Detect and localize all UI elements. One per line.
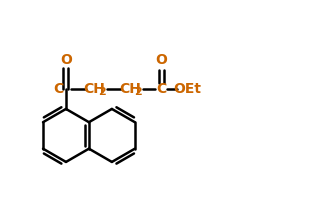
- Text: 2: 2: [134, 87, 142, 97]
- Text: OEt: OEt: [174, 82, 202, 96]
- Text: O: O: [60, 53, 72, 67]
- Text: CH: CH: [119, 82, 141, 96]
- Text: O: O: [155, 53, 167, 67]
- Text: 2: 2: [98, 87, 106, 97]
- Text: C: C: [156, 82, 166, 96]
- Text: CH: CH: [83, 82, 105, 96]
- Text: C: C: [53, 82, 63, 96]
